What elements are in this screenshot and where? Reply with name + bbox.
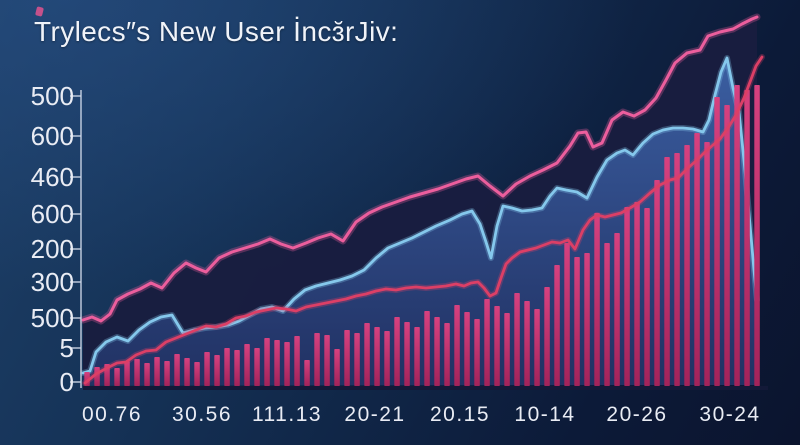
bar — [314, 333, 320, 386]
x-tick-label: 20-26 — [606, 403, 667, 426]
bar — [214, 355, 220, 386]
bar — [604, 243, 610, 386]
bar — [624, 207, 630, 386]
bar — [444, 323, 450, 386]
bar — [244, 344, 250, 386]
bar — [514, 293, 520, 386]
bar — [324, 335, 330, 386]
bar — [374, 327, 380, 386]
bar — [354, 333, 360, 386]
bar — [584, 253, 590, 386]
bar — [384, 331, 390, 386]
x-tick-label: 111.13 — [252, 403, 322, 426]
x-axis-baseline — [83, 386, 768, 390]
bar — [494, 306, 500, 386]
y-tick-label: 460 — [31, 162, 74, 192]
bar — [124, 361, 130, 386]
bar — [644, 208, 650, 386]
bar — [664, 157, 670, 386]
bar — [434, 317, 440, 386]
bar — [674, 153, 680, 386]
bar — [394, 317, 400, 386]
bar — [504, 313, 510, 386]
bar — [694, 133, 700, 386]
y-tick-label: 5 — [60, 333, 74, 363]
bar — [414, 327, 420, 386]
bar — [534, 309, 540, 386]
bar — [144, 363, 150, 386]
bar — [334, 349, 340, 386]
bar — [424, 311, 430, 386]
bar — [284, 342, 290, 386]
bar — [164, 361, 170, 386]
y-tick-label: 300 — [31, 267, 74, 297]
bar — [254, 348, 260, 386]
bar — [184, 358, 190, 386]
bar — [564, 243, 570, 386]
bar — [734, 85, 740, 386]
x-tick-label: 30-24 — [699, 403, 760, 426]
bar — [524, 301, 530, 386]
red-mid-line — [83, 55, 764, 385]
bar — [134, 359, 140, 386]
bar — [344, 330, 350, 386]
bar — [194, 362, 200, 386]
bar — [474, 319, 480, 386]
bar — [204, 352, 210, 386]
x-tick-label: 20-21 — [344, 403, 405, 426]
bar — [554, 265, 560, 386]
bar — [724, 105, 730, 386]
bars-series — [84, 85, 760, 386]
bar — [464, 312, 470, 386]
x-axis-ticks: 00.76 30.56 111.13 20-21 20.15 10-14 20-26 30-2… — [82, 403, 760, 426]
bar — [174, 354, 180, 386]
pink-top-line — [81, 15, 759, 323]
x-tick-label: 10-14 — [514, 403, 575, 426]
y-tick-label: 200 — [31, 234, 74, 264]
bar — [634, 202, 640, 386]
x-tick-label: 00.76 — [82, 403, 142, 426]
bar — [484, 299, 490, 386]
bar — [264, 338, 270, 386]
bar — [224, 348, 230, 386]
bar — [704, 142, 710, 386]
bar — [594, 213, 600, 386]
bar — [294, 336, 300, 386]
bar — [754, 85, 760, 386]
bar — [614, 233, 620, 386]
bar — [304, 360, 310, 386]
bar — [274, 340, 280, 386]
bar — [404, 322, 410, 386]
bar — [714, 97, 720, 386]
bar — [454, 305, 460, 386]
bar — [114, 368, 120, 386]
bar — [234, 350, 240, 386]
y-tick-label: 500 — [31, 81, 74, 111]
bar — [154, 357, 160, 386]
bar — [574, 257, 580, 386]
x-tick-label: 30.56 — [172, 403, 232, 426]
chart-title: Trylecs″s New User İncɜ̆rJiv: — [34, 16, 399, 47]
x-tick-label: 20.15 — [430, 403, 490, 426]
y-tick-label: 600 — [31, 199, 74, 229]
bar — [364, 323, 370, 386]
y-tick-label: 600 — [31, 121, 74, 151]
bar — [654, 180, 660, 386]
bar — [684, 145, 690, 386]
bar — [544, 287, 550, 386]
y-tick-label: 500 — [31, 303, 74, 333]
bar — [744, 90, 750, 386]
y-tick-label: 0 — [60, 367, 74, 397]
